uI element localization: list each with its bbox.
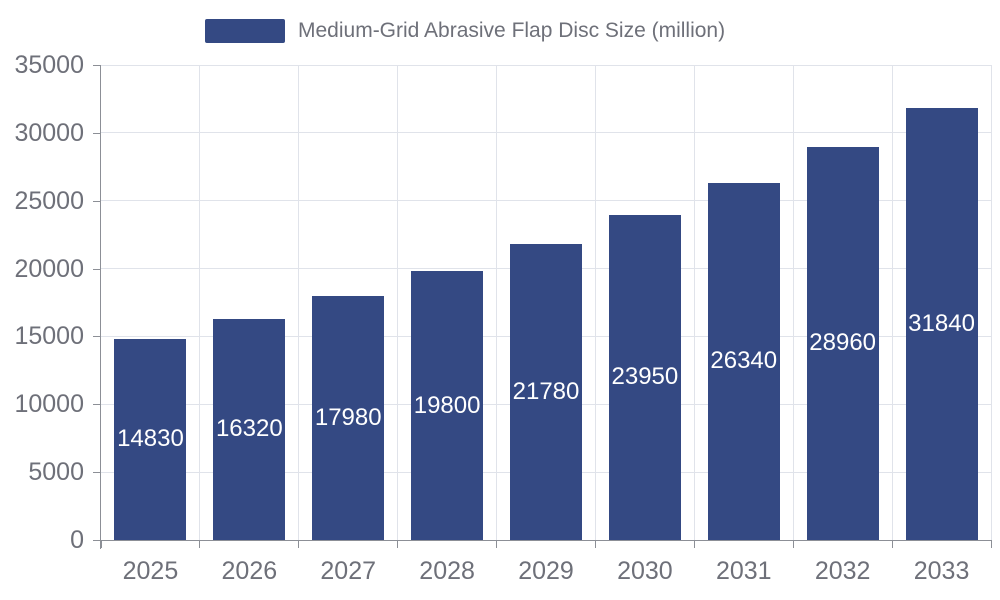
y-axis-tick-label: 10000 [14,390,84,419]
gridline-vertical [199,65,201,540]
y-axis-tick [93,540,101,541]
y-axis-tick [93,404,101,406]
x-axis-tick-label: 2027 [320,557,377,585]
y-axis-tick [93,200,101,202]
bar-value-label: 26340 [710,347,778,375]
legend-swatch [205,19,285,43]
y-axis-tick-label: 0 [70,526,84,554]
x-axis-tick [693,540,695,548]
y-axis-tick [93,65,101,66]
legend-label: Medium-Grid Abrasive Flap Disc Size (mil… [298,19,726,42]
y-axis-tick-label: 20000 [14,254,84,283]
x-axis-tick [594,540,596,548]
x-axis-tick [199,540,201,548]
gridline-vertical [693,65,695,540]
y-axis-tick-label: 5000 [28,458,84,487]
y-axis-tick [93,132,101,134]
y-axis-tick [93,472,101,474]
bar[interactable]: 16320 [213,318,286,540]
bar[interactable]: 31840 [905,107,978,540]
bar[interactable]: 14830 [114,338,187,540]
gridline-vertical [496,65,498,540]
bar[interactable]: 26340 [707,182,780,540]
bar-value-label: 16320 [215,415,283,443]
legend[interactable]: Medium-Grid Abrasive Flap Disc Size (mil… [205,19,725,43]
gridline-vertical [594,65,596,540]
x-axis-tick-label: 2031 [715,557,772,585]
x-axis-tick [990,540,992,548]
x-axis-tick [397,540,399,548]
x-axis-tick-label: 2032 [814,557,871,585]
y-axis-tick-label: 15000 [14,322,84,351]
gridline-vertical [397,65,399,540]
bar[interactable]: 21780 [510,244,582,540]
bar[interactable]: 17980 [312,295,385,540]
y-axis-tick-label: 35000 [14,51,84,79]
x-axis-tick-label: 2028 [419,557,475,585]
y-axis-tick-label: 30000 [14,118,84,147]
bar[interactable]: 19800 [411,271,484,540]
bar-value-label: 14830 [117,425,184,453]
gridline-horizontal [101,64,991,66]
bar-value-label: 23950 [611,363,679,391]
x-axis-tick-label: 2026 [221,557,278,585]
gridline-horizontal [101,200,991,202]
gridline-vertical [990,65,992,540]
gridline-vertical [891,65,893,540]
x-axis-tick [298,540,300,548]
bar-value-label: 19800 [413,391,481,419]
x-axis-line [93,540,991,541]
bar[interactable]: 23950 [608,214,681,540]
bar-value-label: 28960 [809,329,877,357]
y-axis-tick [93,268,101,270]
x-axis-tick [100,540,102,548]
x-axis-tick [891,540,893,548]
x-axis-tick-label: 2033 [913,557,970,585]
gridline-vertical [792,65,794,540]
x-axis-tick-label: 2025 [122,557,179,585]
bar-value-label: 21780 [512,378,580,406]
gridline-horizontal [101,132,991,134]
bar-value-label: 31840 [908,309,975,337]
x-axis-tick-label: 2029 [518,557,574,585]
bar[interactable]: 28960 [806,146,879,540]
y-axis-tick [93,336,101,338]
gridline-vertical [298,65,300,540]
y-axis-line [100,65,101,549]
x-axis-tick-label: 2030 [617,557,673,585]
y-axis-tick-label: 25000 [14,186,84,215]
x-axis-tick [792,540,794,548]
x-axis-tick [496,540,498,548]
bar-value-label: 17980 [314,403,382,431]
